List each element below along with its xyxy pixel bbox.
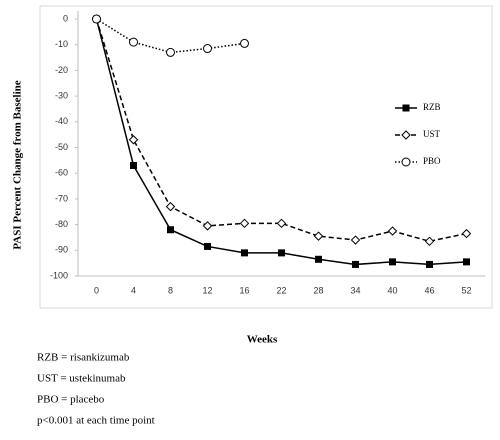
legend-label: UST [423,129,441,139]
marker [130,161,137,169]
marker [203,44,212,54]
footnote: PBO = placebo [37,394,105,406]
marker [129,37,138,47]
legend-marker [402,104,410,112]
marker [167,226,174,234]
marker [350,235,361,245]
x-tick-label: 8 [168,285,173,295]
marker [239,218,250,229]
series-line [95,18,467,243]
y-tick-label: -60 [55,168,68,178]
y-tick-label: -10 [55,39,68,49]
x-tick-label: 16 [239,285,249,295]
x-tick-label: 0 [94,285,99,295]
y-tick-label: 0 [63,13,68,23]
marker [92,14,101,24]
marker [315,255,322,263]
y-tick-label: -50 [55,142,68,152]
legend-label: RZB [423,102,441,112]
marker [389,258,396,266]
y-tick-label: -40 [55,116,68,126]
marker [387,226,398,236]
marker [461,228,472,239]
marker [202,221,213,231]
x-tick-label: 40 [387,285,397,295]
footnote: p<0.001 at each time point [37,415,155,427]
x-tick-label: 52 [461,285,471,295]
marker [463,258,470,266]
y-tick-label: -80 [55,219,68,229]
marker [352,260,359,268]
x-tick-label: 34 [350,285,360,295]
marker [278,249,285,257]
x-tick-label: 4 [131,285,136,295]
y-tick-label: -20 [55,65,68,75]
x-tick-label: 28 [313,285,323,295]
marker [241,249,248,257]
marker [128,135,139,145]
marker [240,38,249,48]
x-tick-label: 46 [424,285,434,295]
plot-frame [39,5,493,309]
series-line [96,18,245,54]
footnote: RZB = risankizumab [37,352,130,364]
legend-marker [401,130,411,140]
x-tick-label: 22 [276,285,286,295]
legend-marker [401,157,411,167]
legend-label: PBO [423,156,441,166]
y-tick-label: -90 [55,245,68,255]
marker [313,231,324,241]
footnote: UST = ustekinumab [37,373,126,385]
marker [166,47,175,57]
marker [424,236,435,247]
marker [165,201,176,212]
marker [276,218,287,229]
y-tick-label: -30 [55,90,68,100]
y-axis-title: PASI Percent Change from Baseline [12,80,24,249]
x-tick-label: 12 [202,285,212,295]
y-tick-label: -70 [55,193,68,203]
marker [204,242,211,250]
y-tick-label: -100 [50,270,68,280]
x-axis-title: Weeks [247,334,278,346]
marker [426,260,433,268]
